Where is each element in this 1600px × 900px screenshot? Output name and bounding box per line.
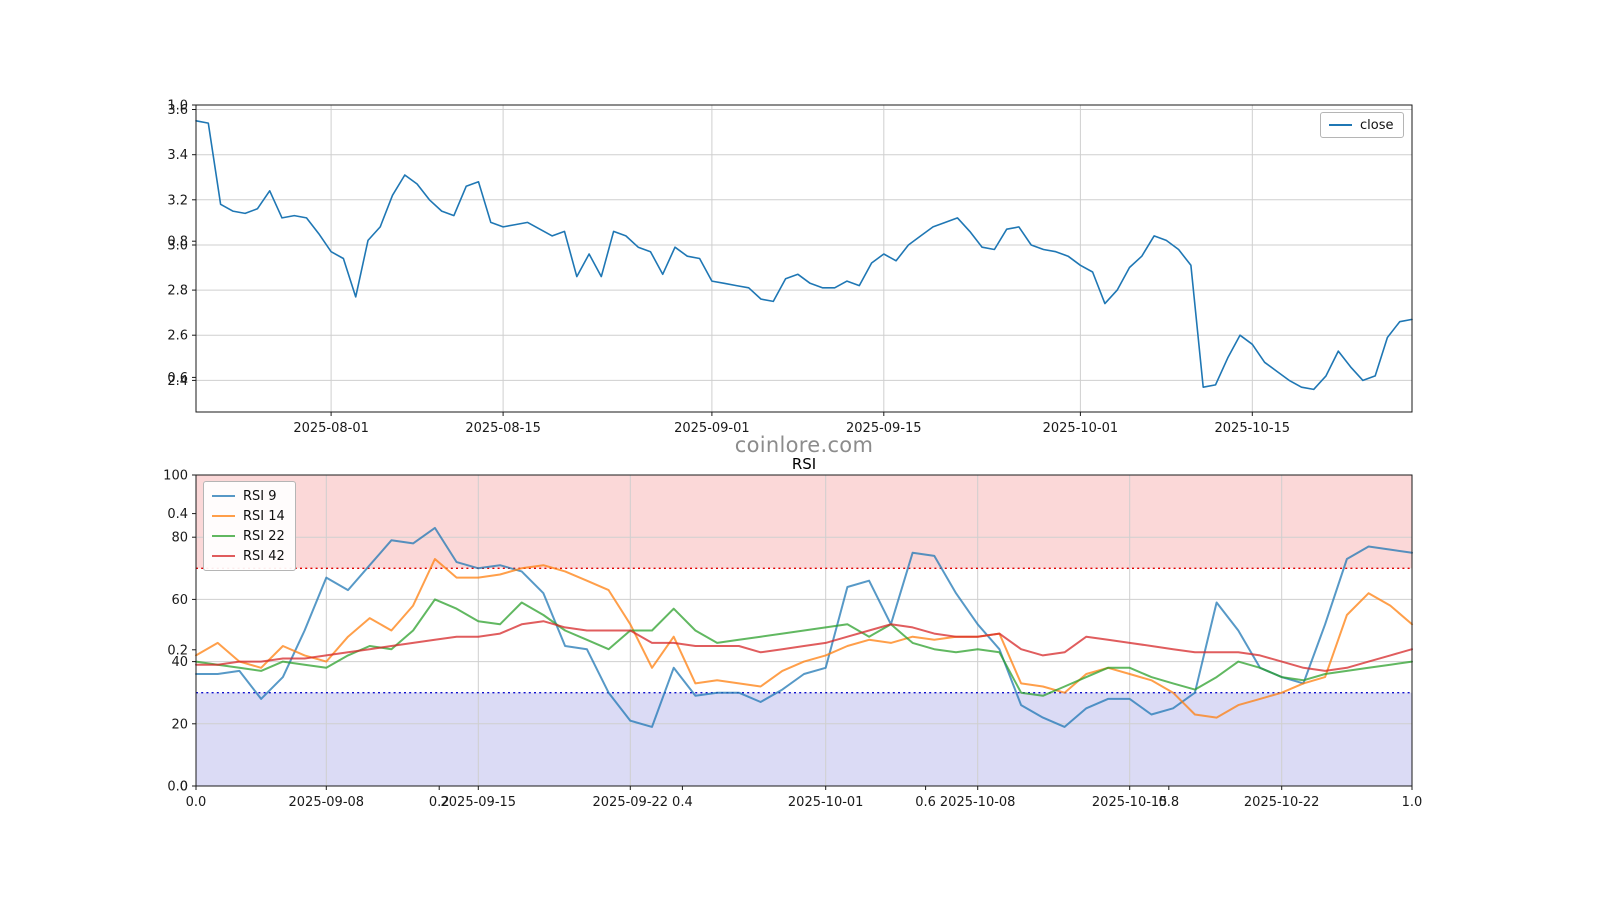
rsi-y-tick-label: 80	[171, 531, 188, 546]
rsi-y-tick-label: 40	[171, 655, 188, 670]
rsi-14-line	[195, 558, 1413, 719]
rsi-y-tick-label: 100	[163, 469, 188, 484]
secondary-axis: 1.0 0.8 0.6 0.4 0.2 0.00.0 0.2 0.4 0.6 0.8 1.0	[167, 99, 1422, 811]
legend-label: RSI 42	[243, 548, 285, 564]
price-x-tick-label: 2025-08-15	[465, 421, 541, 436]
rsi-x-tick-label: 2025-10-08	[940, 795, 1016, 810]
rsi-9-line	[195, 526, 1413, 728]
rsi-band-oversold	[196, 692, 1412, 786]
legend-rsi: RSI 9 RSI 14 RSI 22 RSI 42	[203, 481, 296, 571]
legend-close: close	[1320, 112, 1405, 138]
legend-line-swatch	[212, 495, 235, 497]
price-x-tick-label: 2025-09-15	[846, 421, 922, 436]
secondary-x-tick-label: 1.0	[1402, 795, 1423, 810]
rsi-x-tick-label: 2025-09-15	[441, 795, 517, 810]
secondary-x-tick-label: 0.6	[915, 795, 936, 810]
watermark: coinlore.com	[734, 433, 874, 457]
price-chart: 2.4 2.6 2.8 3.0 3.2 3.4 3.6 2025-08-01 2025-08-1…	[167, 103, 1413, 436]
rsi-x-tick-label: 2025-10-15	[1092, 795, 1168, 810]
secondary-x-tick-label: 0.8	[1158, 795, 1179, 810]
rsi-y-tick-label: 60	[171, 593, 188, 608]
secondary-y-tick-label: 0.2	[167, 643, 188, 658]
legend-line-swatch	[212, 555, 235, 557]
legend-label: RSI 14	[243, 508, 285, 524]
price-y-tick-label: 3.0	[167, 239, 188, 254]
price-x-tick-label: 2025-09-01	[674, 421, 750, 436]
close-line	[195, 120, 1413, 391]
legend-label: close	[1360, 117, 1394, 133]
price-x-tick-label: 2025-10-01	[1043, 421, 1119, 436]
rsi-x-tick-label: 2025-10-22	[1244, 795, 1320, 810]
legend-item-close: close	[1329, 117, 1393, 133]
rsi-chart-title: RSI	[791, 455, 817, 473]
secondary-y-tick-label: 0.6	[167, 371, 188, 386]
legend-item-rsi-42: RSI 42	[212, 546, 285, 566]
price-y-tick-label: 3.2	[167, 193, 188, 208]
legend-line-swatch	[1329, 124, 1352, 126]
price-y-tick-label: 2.8	[167, 284, 188, 299]
axes-border	[195, 474, 1413, 787]
price-y-tick-label: 3.6	[167, 103, 188, 118]
rsi-x-tick-label: 2025-09-08	[289, 795, 365, 810]
legend-label: RSI 9	[243, 488, 277, 504]
price-x-tick-label: 2025-08-01	[293, 421, 369, 436]
rsi-22-line	[195, 598, 1413, 697]
price-y-tick-label: 2.4	[167, 374, 188, 389]
rsi-y-tick-label: 20	[171, 717, 188, 732]
price-y-tick-label: 2.6	[167, 329, 188, 344]
price-y-tick-label: 3.4	[167, 148, 188, 163]
rsi-x-tick-label: 2025-09-22	[593, 795, 669, 810]
secondary-x-tick-label: 0.4	[672, 795, 693, 810]
legend-label: RSI 22	[243, 528, 285, 544]
legend-item-rsi-22: RSI 22	[212, 526, 285, 546]
rsi-y-tick-label: 0	[180, 780, 188, 795]
legend-line-swatch	[212, 535, 235, 537]
secondary-x-tick-label: 0.0	[186, 795, 207, 810]
secondary-y-tick-label: 0.0	[167, 780, 188, 795]
legend-line-swatch	[212, 515, 235, 517]
legend-item-rsi-14: RSI 14	[212, 506, 285, 526]
secondary-y-tick-label: 0.8	[167, 235, 188, 250]
secondary-y-tick-label: 1.0	[167, 99, 188, 114]
price-x-tick-label: 2025-10-15	[1215, 421, 1291, 436]
legend-item-rsi-9: RSI 9	[212, 486, 285, 506]
secondary-y-tick-label: 0.4	[167, 507, 188, 522]
rsi-42-line	[195, 620, 1413, 672]
rsi-band-overbought	[196, 475, 1412, 569]
axes-border	[195, 104, 1413, 413]
secondary-x-tick-label: 0.2	[429, 795, 450, 810]
rsi-x-tick-label: 2025-10-01	[788, 795, 864, 810]
rsi-chart: 0 20 40 60 80 100 2025-09-08 2025-09-15 2025-09-…	[163, 469, 1413, 810]
